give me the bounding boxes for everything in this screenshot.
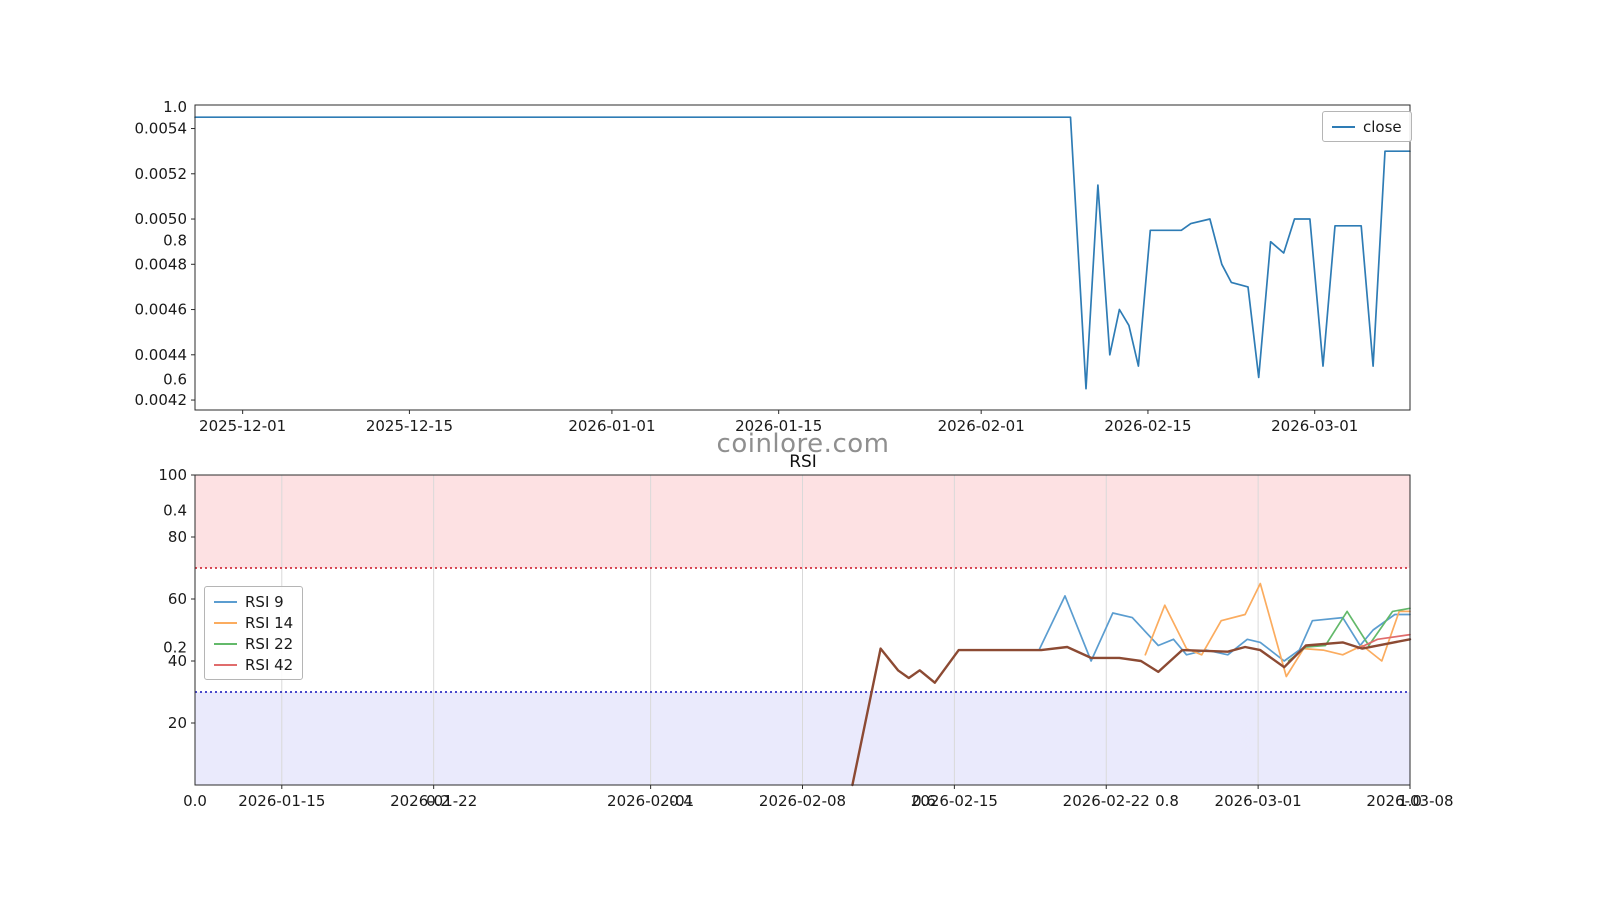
y-tick-label: 80 <box>168 528 187 546</box>
secondary-y-tick-label: 1.0 <box>163 98 187 116</box>
x-tick-label: 2026-01-01 <box>568 417 655 435</box>
legend-item-close: close <box>1332 116 1402 137</box>
series-rsi <box>851 638 1412 787</box>
series-close <box>194 116 1411 390</box>
x-tick-label: 2026-01-15 <box>238 792 325 810</box>
rsi42-line-swatch <box>214 663 237 666</box>
series-rsi-9 <box>1038 595 1411 662</box>
axes-frame <box>194 104 1411 411</box>
legend-label-rsi14: RSI 14 <box>245 613 294 632</box>
rsi14-line-swatch <box>214 621 237 624</box>
price-legend: close <box>1322 111 1412 142</box>
secondary-x-tick-label: 0.2 <box>426 792 450 810</box>
x-tick-label: 2025-12-15 <box>366 417 453 435</box>
x-tick-label: 2026-02-22 <box>1063 792 1150 810</box>
legend-item-rsi9: RSI 9 <box>214 591 293 612</box>
y-tick-label: 60 <box>168 590 187 608</box>
rsi22-line-swatch <box>214 642 237 645</box>
legend-label-rsi9: RSI 9 <box>245 592 284 611</box>
secondary-x-tick-label: 0.6 <box>912 792 936 810</box>
y-tick-label: 0.0052 <box>135 165 188 183</box>
y-tick-label: 0.0054 <box>135 120 188 138</box>
secondary-y-tick-label: 0.6 <box>163 371 187 389</box>
y-tick-label: 0.0044 <box>135 346 188 364</box>
legend-item-rsi42: RSI 42 <box>214 654 293 675</box>
y-tick-label: 100 <box>158 466 187 484</box>
legend-label-rsi22: RSI 22 <box>245 634 294 653</box>
rsi-chart: 20 40 60 80 100 2026-01-15 2026-01-22 2026-02-0… <box>158 466 1453 810</box>
y-tick-label: 20 <box>168 714 187 732</box>
series-rsi-42 <box>1357 633 1411 650</box>
x-tick-label: 2025-12-01 <box>199 417 286 435</box>
x-tick-label: 2026-02-01 <box>607 792 694 810</box>
x-tick-label: 2026-02-08 <box>759 792 846 810</box>
x-tick-label: 2026-03-01 <box>1215 792 1302 810</box>
watermark: coinlore.com <box>716 429 890 459</box>
x-tick-label: 2026-02-01 <box>938 417 1025 435</box>
y-tick-label: 0.0046 <box>135 301 188 319</box>
secondary-x-tick-label: 1.0 <box>1398 792 1422 810</box>
y-tick-label: 40 <box>168 652 187 670</box>
secondary-x-tick-label: 0.4 <box>669 792 693 810</box>
rsi9-line-swatch <box>214 600 237 603</box>
legend-item-rsi22: RSI 22 <box>214 633 293 654</box>
secondary-y-tick-label: 0.8 <box>163 232 187 250</box>
x-tick-label: 2026-03-01 <box>1271 417 1358 435</box>
rsi-subplot-title: RSI <box>789 452 817 472</box>
secondary-y-tick-label: 0.2 <box>163 639 187 657</box>
x-tick-label: 2026-01-15 <box>735 417 822 435</box>
x-tick-label: 2026-02-15 <box>911 792 998 810</box>
rsi-legend: RSI 9 RSI 14 RSI 22 RSI 42 <box>204 586 304 680</box>
y-tick-label: 0.0048 <box>135 255 188 273</box>
secondary-y-tick-label: 0.4 <box>163 502 187 520</box>
price-chart: 0.0042 0.0044 0.0046 0.0048 0.0050 0.0052 0.00… <box>135 98 1411 435</box>
legend-label-close: close <box>1363 117 1402 136</box>
x-tick-label: 2026-02-15 <box>1104 417 1191 435</box>
x-tick-label: 2026-03-08 <box>1366 792 1453 810</box>
y-tick-label: 0.0042 <box>135 391 188 409</box>
legend-label-rsi42: RSI 42 <box>245 655 294 674</box>
close-line-swatch <box>1332 125 1355 128</box>
x-tick-label: 2026-01-22 <box>390 792 477 810</box>
legend-item-rsi14: RSI 14 <box>214 612 293 633</box>
secondary-x-tick-label: 0.8 <box>1155 792 1179 810</box>
secondary-x-tick-label: 0.0 <box>183 792 207 810</box>
y-tick-label: 0.0050 <box>135 210 188 228</box>
